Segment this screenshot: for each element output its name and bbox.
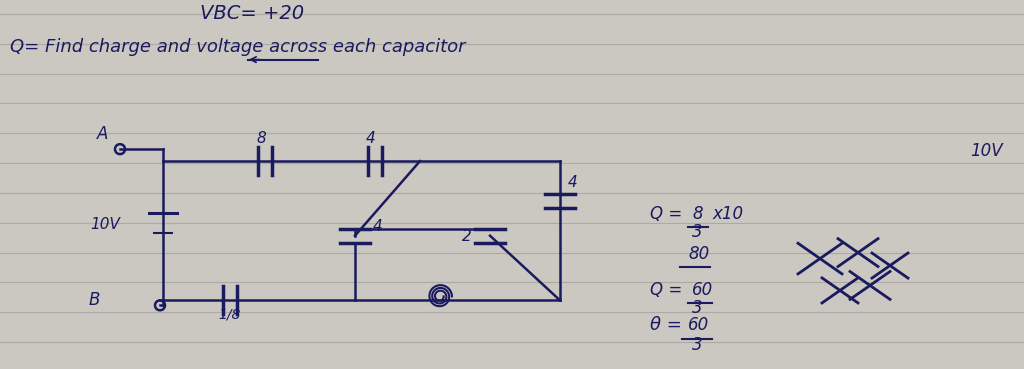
Text: 4: 4 — [367, 131, 376, 146]
Text: Q =: Q = — [650, 205, 682, 223]
Text: 10V: 10V — [970, 142, 1002, 160]
Text: x10: x10 — [712, 205, 743, 223]
Text: 8: 8 — [692, 205, 702, 223]
Text: VBC= +20: VBC= +20 — [200, 4, 304, 23]
Text: 1/8: 1/8 — [218, 307, 241, 321]
Text: 3: 3 — [692, 299, 702, 317]
Text: 80: 80 — [688, 245, 710, 263]
Text: 4: 4 — [373, 219, 383, 234]
Text: B: B — [89, 292, 100, 309]
Text: Q =: Q = — [650, 282, 682, 299]
Text: 3: 3 — [692, 336, 702, 354]
Text: θ =: θ = — [650, 316, 682, 334]
Text: 10V: 10V — [90, 217, 120, 232]
Text: 8: 8 — [256, 131, 266, 146]
Text: Q= Find charge and voltage across each capacitor: Q= Find charge and voltage across each c… — [10, 38, 466, 56]
Text: 4: 4 — [568, 175, 578, 190]
Text: 60: 60 — [692, 282, 714, 299]
Text: 3: 3 — [692, 223, 702, 241]
Text: A: A — [96, 125, 108, 143]
Text: 60: 60 — [688, 316, 710, 334]
Text: 2: 2 — [462, 229, 472, 244]
